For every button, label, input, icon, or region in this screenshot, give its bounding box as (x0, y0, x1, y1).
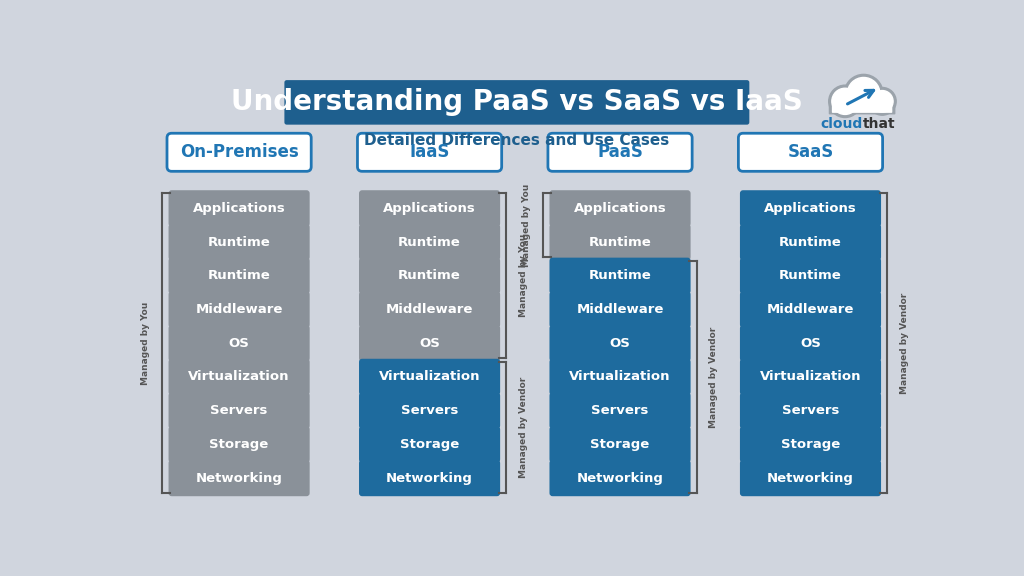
Text: Runtime: Runtime (208, 270, 270, 282)
Text: OS: OS (800, 337, 821, 350)
FancyBboxPatch shape (831, 99, 892, 113)
FancyBboxPatch shape (359, 257, 500, 294)
FancyBboxPatch shape (550, 325, 690, 361)
Text: Managed by You: Managed by You (140, 302, 150, 385)
Text: Applications: Applications (193, 202, 286, 215)
Text: Applications: Applications (764, 202, 857, 215)
FancyBboxPatch shape (359, 392, 500, 429)
Text: cloud: cloud (820, 118, 863, 131)
FancyBboxPatch shape (357, 133, 502, 171)
FancyBboxPatch shape (740, 392, 881, 429)
FancyBboxPatch shape (740, 359, 881, 395)
FancyBboxPatch shape (550, 190, 690, 226)
Text: Managed by You: Managed by You (519, 234, 528, 317)
FancyBboxPatch shape (550, 257, 690, 294)
Text: PaaS: PaaS (597, 143, 643, 161)
FancyBboxPatch shape (359, 224, 500, 260)
FancyBboxPatch shape (550, 224, 690, 260)
FancyBboxPatch shape (548, 133, 692, 171)
FancyBboxPatch shape (740, 325, 881, 361)
Text: Virtualization: Virtualization (379, 370, 480, 384)
FancyBboxPatch shape (550, 426, 690, 463)
Text: Runtime: Runtime (779, 236, 842, 249)
Text: Runtime: Runtime (398, 270, 461, 282)
FancyBboxPatch shape (169, 392, 309, 429)
Text: Networking: Networking (577, 472, 664, 484)
Text: Middleware: Middleware (767, 303, 854, 316)
Text: Storage: Storage (400, 438, 459, 451)
Text: OS: OS (609, 337, 631, 350)
Text: Storage: Storage (591, 438, 649, 451)
FancyBboxPatch shape (169, 426, 309, 463)
Text: Servers: Servers (781, 404, 840, 417)
Text: Networking: Networking (767, 472, 854, 484)
FancyBboxPatch shape (740, 291, 881, 328)
Text: Runtime: Runtime (589, 270, 651, 282)
Text: that: that (863, 118, 895, 131)
Text: Storage: Storage (781, 438, 840, 451)
FancyBboxPatch shape (169, 325, 309, 361)
Text: Applications: Applications (383, 202, 476, 215)
FancyBboxPatch shape (359, 190, 500, 226)
FancyBboxPatch shape (828, 99, 895, 115)
FancyBboxPatch shape (550, 291, 690, 328)
FancyBboxPatch shape (550, 460, 690, 496)
Text: Servers: Servers (591, 404, 649, 417)
FancyBboxPatch shape (738, 133, 883, 171)
FancyBboxPatch shape (359, 359, 500, 395)
Text: Virtualization: Virtualization (188, 370, 290, 384)
Circle shape (871, 90, 893, 112)
Circle shape (831, 88, 858, 115)
FancyBboxPatch shape (167, 133, 311, 171)
FancyBboxPatch shape (169, 224, 309, 260)
FancyBboxPatch shape (740, 426, 881, 463)
Text: OS: OS (228, 337, 250, 350)
FancyBboxPatch shape (359, 291, 500, 328)
Text: Managed by Vendor: Managed by Vendor (519, 377, 528, 478)
FancyBboxPatch shape (169, 460, 309, 496)
Text: Middleware: Middleware (386, 303, 473, 316)
Text: Servers: Servers (400, 404, 459, 417)
Text: Managed by Vendor: Managed by Vendor (900, 293, 909, 394)
Text: Networking: Networking (386, 472, 473, 484)
FancyBboxPatch shape (740, 224, 881, 260)
Text: Runtime: Runtime (589, 236, 651, 249)
Circle shape (844, 74, 883, 113)
FancyBboxPatch shape (169, 291, 309, 328)
Text: Middleware: Middleware (196, 303, 283, 316)
FancyBboxPatch shape (740, 190, 881, 226)
Text: Runtime: Runtime (398, 236, 461, 249)
FancyBboxPatch shape (359, 460, 500, 496)
Text: Networking: Networking (196, 472, 283, 484)
FancyBboxPatch shape (169, 359, 309, 395)
Text: Runtime: Runtime (208, 236, 270, 249)
Text: Runtime: Runtime (779, 270, 842, 282)
FancyBboxPatch shape (359, 426, 500, 463)
Text: Applications: Applications (573, 202, 667, 215)
Text: Virtualization: Virtualization (760, 370, 861, 384)
FancyBboxPatch shape (285, 80, 750, 124)
FancyBboxPatch shape (740, 257, 881, 294)
Circle shape (868, 88, 896, 115)
Text: SaaS: SaaS (787, 143, 834, 161)
Text: Managed by Vendor: Managed by Vendor (710, 326, 719, 427)
FancyBboxPatch shape (550, 359, 690, 395)
Text: Servers: Servers (210, 404, 268, 417)
FancyBboxPatch shape (550, 392, 690, 429)
Circle shape (847, 77, 880, 110)
Text: IaaS: IaaS (410, 143, 450, 161)
Text: Virtualization: Virtualization (569, 370, 671, 384)
FancyBboxPatch shape (169, 190, 309, 226)
Text: Detailed Differences and Use Cases: Detailed Differences and Use Cases (365, 132, 670, 147)
Text: Storage: Storage (210, 438, 268, 451)
FancyBboxPatch shape (169, 257, 309, 294)
Text: Managed by You: Managed by You (521, 184, 530, 267)
FancyBboxPatch shape (359, 325, 500, 361)
Text: On-Premises: On-Premises (180, 143, 298, 161)
Circle shape (828, 85, 861, 118)
Text: Middleware: Middleware (577, 303, 664, 316)
Text: OS: OS (419, 337, 440, 350)
FancyBboxPatch shape (740, 460, 881, 496)
Text: Understanding PaaS vs SaaS vs IaaS: Understanding PaaS vs SaaS vs IaaS (231, 88, 803, 116)
